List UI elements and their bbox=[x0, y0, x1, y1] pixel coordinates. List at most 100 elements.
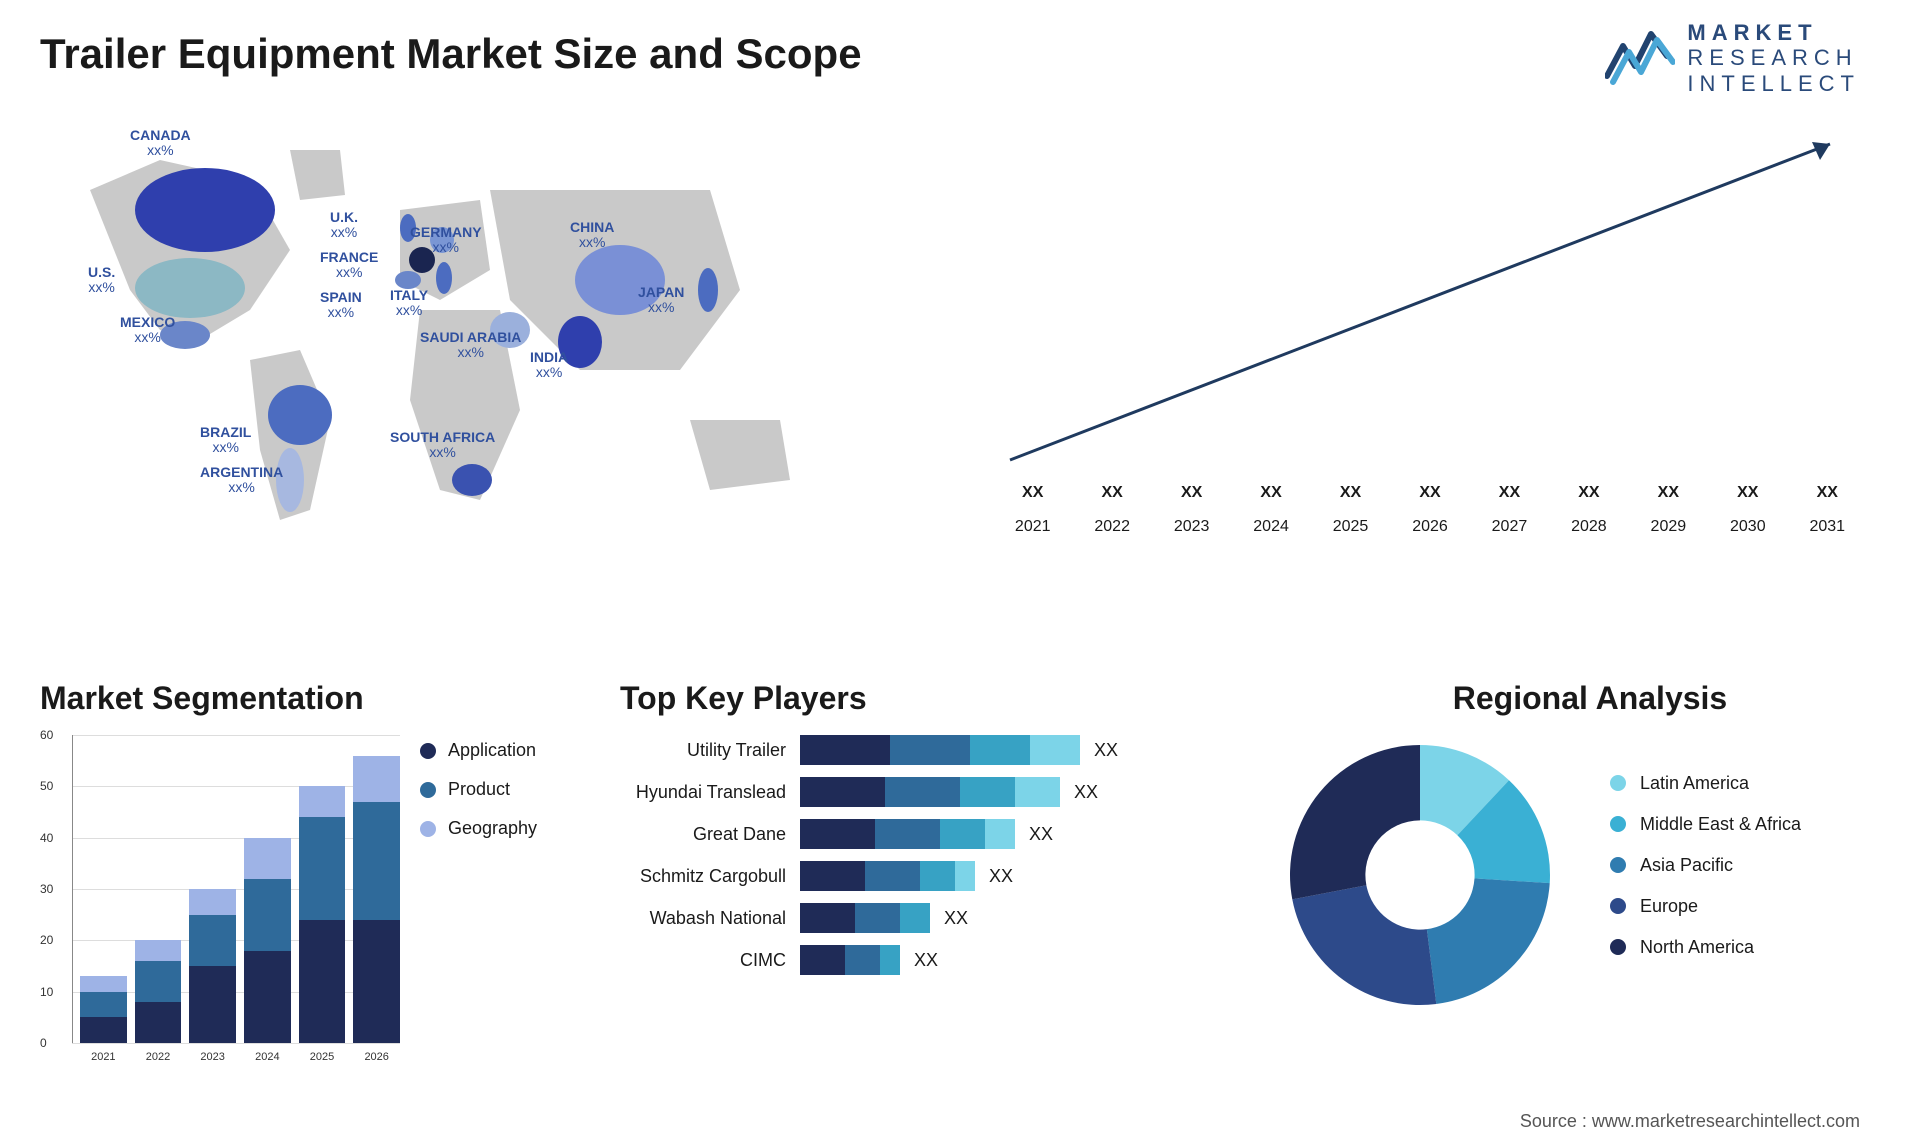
forecast-bar-year: 2029 bbox=[1651, 518, 1687, 536]
seg-bar-2024: 2024 bbox=[244, 838, 291, 1043]
map-label-china: CHINAxx% bbox=[570, 220, 614, 251]
forecast-bar-year: 2022 bbox=[1094, 518, 1130, 536]
seg-ytick: 0 bbox=[40, 1036, 47, 1050]
segmentation-legend: ApplicationProductGeography bbox=[420, 740, 537, 857]
map-label-u-s-: U.S.xx% bbox=[88, 265, 115, 296]
donut-slice-europe bbox=[1292, 885, 1436, 1005]
map-label-south-africa: SOUTH AFRICAxx% bbox=[390, 430, 495, 461]
forecast-bar-value: XX bbox=[1817, 484, 1838, 502]
forecast-bar-year: 2030 bbox=[1730, 518, 1766, 536]
forecast-bar-year: 2031 bbox=[1809, 518, 1845, 536]
player-row: Wabash NationalXX bbox=[620, 903, 1240, 933]
player-bar bbox=[800, 903, 930, 933]
player-row: Schmitz CargobullXX bbox=[620, 861, 1240, 891]
legend-swatch bbox=[420, 743, 436, 759]
player-row: CIMCXX bbox=[620, 945, 1240, 975]
source-citation: Source : www.marketresearchintellect.com bbox=[1520, 1111, 1860, 1132]
legend-label: North America bbox=[1640, 937, 1754, 958]
seg-bar-2022: 2022 bbox=[135, 940, 182, 1043]
legend-swatch bbox=[1610, 939, 1626, 955]
seg-ytick: 50 bbox=[40, 779, 53, 793]
logo-line2: RESEARCH bbox=[1687, 45, 1860, 70]
regional-legend: Latin America Middle East & Africa Asia Pa… bbox=[1610, 773, 1801, 978]
seg-ytick: 30 bbox=[40, 882, 53, 896]
map-label-canada: CANADAxx% bbox=[130, 128, 191, 159]
player-value: XX bbox=[914, 950, 938, 971]
region-legend-item: Asia Pacific bbox=[1610, 855, 1801, 876]
region-legend-item: North America bbox=[1610, 937, 1801, 958]
page-title: Trailer Equipment Market Size and Scope bbox=[40, 30, 862, 78]
regional-section: Regional Analysis Latin AmericaMiddle Ea… bbox=[1280, 680, 1900, 1015]
player-name: Schmitz Cargobull bbox=[620, 866, 800, 887]
brand-logo: MARKET RESEARCH INTELLECT bbox=[1605, 20, 1860, 96]
map-label-italy: ITALYxx% bbox=[390, 288, 428, 319]
seg-year-label: 2026 bbox=[364, 1051, 388, 1063]
region-legend-item: Latin America bbox=[1610, 773, 1801, 794]
player-name: Utility Trailer bbox=[620, 740, 800, 761]
player-bar bbox=[800, 945, 900, 975]
players-title: Top Key Players bbox=[620, 680, 1240, 717]
legend-label: Geography bbox=[448, 818, 537, 839]
player-value: XX bbox=[1094, 740, 1118, 761]
donut-slice-asia-pacific bbox=[1427, 878, 1550, 1004]
region-legend-item: Middle East & Africa bbox=[1610, 814, 1801, 835]
legend-swatch bbox=[420, 782, 436, 798]
seg-bar-2025: 2025 bbox=[299, 786, 346, 1043]
player-bar bbox=[800, 861, 975, 891]
forecast-bar-value: XX bbox=[1499, 484, 1520, 502]
legend-swatch bbox=[1610, 898, 1626, 914]
legend-label: Middle East & Africa bbox=[1640, 814, 1801, 835]
map-label-argentina: ARGENTINAxx% bbox=[200, 465, 283, 496]
legend-swatch bbox=[1610, 775, 1626, 791]
logo-line3: INTELLECT bbox=[1687, 71, 1860, 96]
forecast-bar-value: XX bbox=[1737, 484, 1758, 502]
forecast-bar-value: XX bbox=[1181, 484, 1202, 502]
seg-bar-2026: 2026 bbox=[353, 756, 400, 1043]
world-map: CANADAxx%U.S.xx%MEXICOxx%BRAZILxx%ARGENT… bbox=[40, 120, 920, 540]
forecast-bar-year: 2021 bbox=[1015, 518, 1051, 536]
player-name: Hyundai Translead bbox=[620, 782, 800, 803]
player-bar bbox=[800, 735, 1080, 765]
seg-ytick: 10 bbox=[40, 985, 53, 999]
map-label-germany: GERMANYxx% bbox=[410, 225, 482, 256]
legend-swatch bbox=[1610, 816, 1626, 832]
player-bar bbox=[800, 819, 1015, 849]
seg-bar-2023: 2023 bbox=[189, 889, 236, 1043]
player-value: XX bbox=[1074, 782, 1098, 803]
player-value: XX bbox=[1029, 824, 1053, 845]
legend-label: Europe bbox=[1640, 896, 1698, 917]
seg-year-label: 2025 bbox=[310, 1051, 334, 1063]
forecast-bar-value: XX bbox=[1022, 484, 1043, 502]
forecast-bar-year: 2024 bbox=[1253, 518, 1289, 536]
seg-year-label: 2021 bbox=[91, 1051, 115, 1063]
segmentation-section: Market Segmentation 0 10 20 30 40 50 60 2021 202… bbox=[40, 680, 580, 1065]
seg-ytick: 20 bbox=[40, 933, 53, 947]
forecast-bar-chart: XX2021XX2022XX2023XX2024XX2025XX2026XX20… bbox=[980, 140, 1860, 540]
seg-ytick: 40 bbox=[40, 831, 53, 845]
seg-year-label: 2024 bbox=[255, 1051, 279, 1063]
forecast-bar-value: XX bbox=[1260, 484, 1281, 502]
regional-donut bbox=[1280, 735, 1560, 1015]
player-name: Great Dane bbox=[620, 824, 800, 845]
donut-slice-north-america bbox=[1290, 745, 1420, 899]
forecast-bar-value: XX bbox=[1340, 484, 1361, 502]
seg-ytick: 60 bbox=[40, 728, 53, 742]
legend-label: Latin America bbox=[1640, 773, 1749, 794]
forecast-bar-year: 2023 bbox=[1174, 518, 1210, 536]
region-legend-item: Europe bbox=[1610, 896, 1801, 917]
legend-swatch bbox=[420, 821, 436, 837]
seg-legend-item: Product bbox=[420, 779, 537, 800]
players-section: Top Key Players Utility Trailer XX Hyundai… bbox=[620, 680, 1240, 987]
forecast-bar-value: XX bbox=[1658, 484, 1679, 502]
legend-label: Asia Pacific bbox=[1640, 855, 1733, 876]
seg-legend-item: Geography bbox=[420, 818, 537, 839]
map-label-saudi-arabia: SAUDI ARABIAxx% bbox=[420, 330, 521, 361]
forecast-bar-year: 2025 bbox=[1333, 518, 1369, 536]
player-value: XX bbox=[944, 908, 968, 929]
player-row: Utility Trailer XX bbox=[620, 735, 1240, 765]
segmentation-title: Market Segmentation bbox=[40, 680, 580, 717]
forecast-bar-year: 2028 bbox=[1571, 518, 1607, 536]
legend-swatch bbox=[1610, 857, 1626, 873]
logo-icon bbox=[1605, 26, 1675, 90]
forecast-bar-value: XX bbox=[1419, 484, 1440, 502]
